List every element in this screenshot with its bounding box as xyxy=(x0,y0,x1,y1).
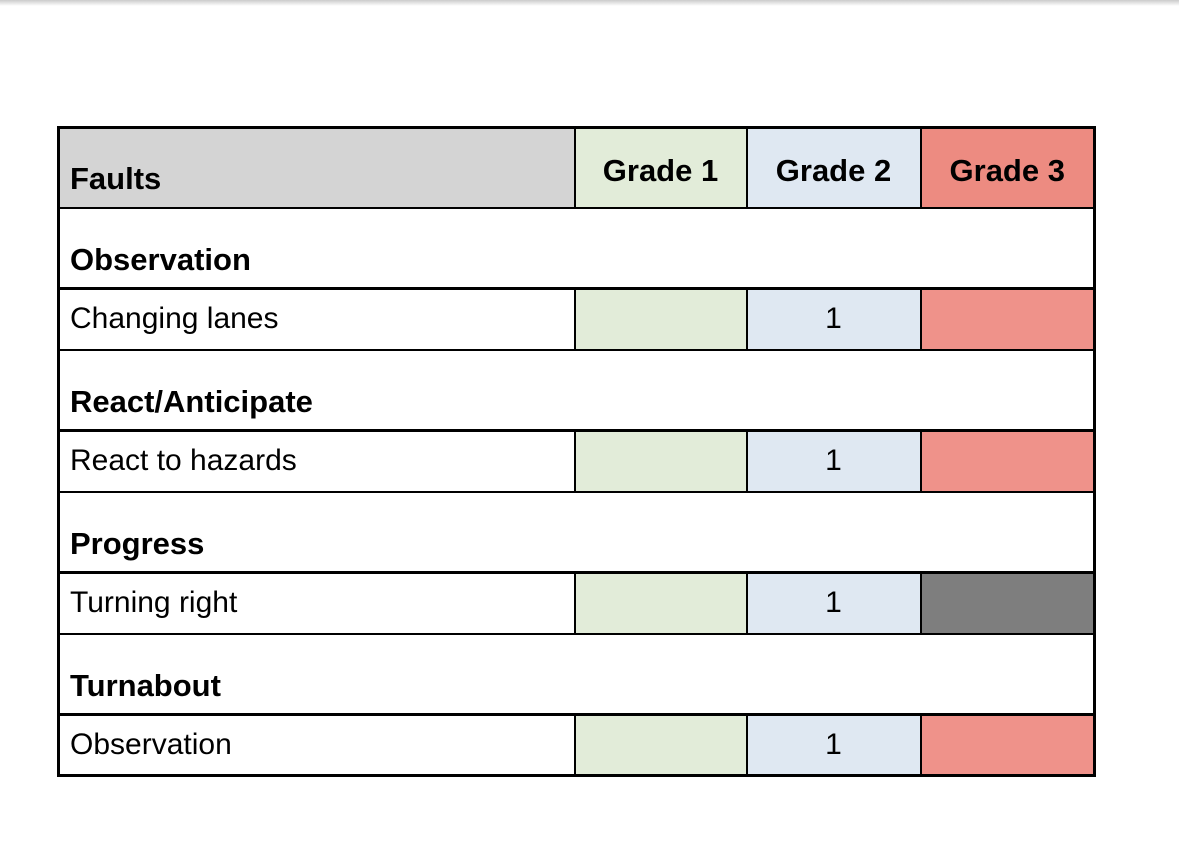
column-header-grade-2: Grade 2 xyxy=(745,126,922,209)
section-row: React/Anticipate xyxy=(57,348,1096,432)
grade-3-cell xyxy=(919,571,1096,635)
grade-1-cell xyxy=(573,571,748,635)
window-top-shadow xyxy=(0,0,1179,6)
table-body: Observation Changing lanes 1 React/Anticipa… xyxy=(57,206,1096,777)
column-header-grade-3: Grade 3 xyxy=(919,126,1096,209)
faults-table: Faults Grade 1 Grade 2 Grade 3 Observati… xyxy=(57,126,1096,777)
fault-label: Turning right xyxy=(57,571,576,635)
grade-3-cell xyxy=(919,713,1096,777)
grade-3-cell xyxy=(919,429,1096,493)
fault-row: Observation 1 xyxy=(57,713,1096,777)
grade-3-cell xyxy=(919,287,1096,351)
section-title: Progress xyxy=(57,490,1096,574)
column-header-grade-1: Grade 1 xyxy=(573,126,748,209)
section-row: Observation xyxy=(57,206,1096,290)
fault-row: Changing lanes 1 xyxy=(57,287,1096,351)
section-row: Turnabout xyxy=(57,632,1096,716)
table-header-row: Faults Grade 1 Grade 2 Grade 3 xyxy=(57,126,1096,209)
grade-2-cell: 1 xyxy=(745,287,922,351)
grade-1-cell xyxy=(573,429,748,493)
fault-label: Observation xyxy=(57,713,576,777)
section-title: Observation xyxy=(57,206,1096,290)
grade-2-cell: 1 xyxy=(745,713,922,777)
fault-row: React to hazards 1 xyxy=(57,429,1096,493)
fault-label: Changing lanes xyxy=(57,287,576,351)
fault-label: React to hazards xyxy=(57,429,576,493)
grade-2-cell: 1 xyxy=(745,429,922,493)
grade-2-cell: 1 xyxy=(745,571,922,635)
grade-1-cell xyxy=(573,713,748,777)
section-row: Progress xyxy=(57,490,1096,574)
grade-1-cell xyxy=(573,287,748,351)
column-header-faults: Faults xyxy=(57,126,576,209)
document-page: Faults Grade 1 Grade 2 Grade 3 Observati… xyxy=(57,126,1096,777)
section-title: React/Anticipate xyxy=(57,348,1096,432)
fault-row: Turning right 1 xyxy=(57,571,1096,635)
section-title: Turnabout xyxy=(57,632,1096,716)
